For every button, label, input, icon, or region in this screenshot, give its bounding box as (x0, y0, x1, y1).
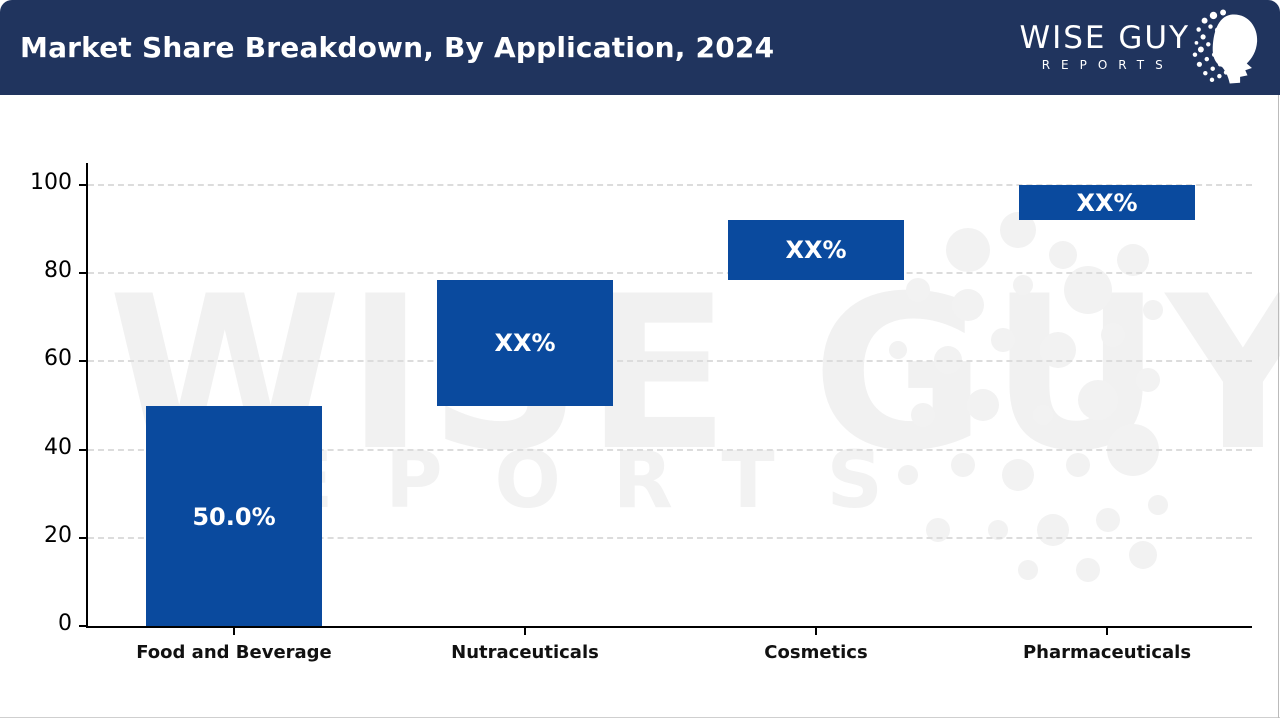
x-axis-line (86, 626, 1252, 628)
x-axis-category-label: Pharmaceuticals (1022, 642, 1192, 663)
y-axis-tick-label: 0 (58, 611, 72, 636)
logo-wordmark: WISE GUY (1019, 20, 1190, 56)
bar-value-label: XX% (1076, 188, 1138, 217)
y-axis-tick (79, 272, 88, 274)
wise-guy-reports-logo: WISE GUY REPORTS (1019, 7, 1280, 89)
x-axis-tick (524, 626, 526, 635)
y-axis-tick (79, 184, 88, 186)
y-axis-tick (79, 537, 88, 539)
bar-nutraceuticals: XX% (437, 280, 613, 406)
dotted-face-profile-icon (1192, 9, 1258, 84)
bar-value-label: 50.0% (192, 502, 276, 531)
gridline-60 (88, 360, 1252, 362)
logo-subtitle: REPORTS (1041, 58, 1174, 72)
y-axis-line (86, 163, 88, 628)
x-axis-category-label: Cosmetics (764, 642, 868, 663)
x-axis-category-label: Nutraceuticals (451, 642, 599, 663)
y-axis-tick (79, 449, 88, 451)
gridline-100 (88, 184, 1252, 186)
x-axis-category-label: Food and Beverage (136, 642, 332, 663)
gridline-80 (88, 272, 1252, 274)
logo-text: WISE GUY REPORTS (1019, 20, 1190, 73)
y-axis-tick-label: 80 (44, 258, 72, 283)
y-axis-tick-label: 20 (44, 523, 72, 548)
bar-pharmaceuticals: XX% (1019, 185, 1195, 220)
y-axis-tick (79, 625, 88, 627)
gridline-40 (88, 449, 1252, 451)
bar-food-and-beverage: 50.0% (146, 406, 322, 627)
x-axis-tick (1106, 626, 1108, 635)
plot-area: 0 20 40 60 80 100 50.0% Food and Beverage XX% Nut… (0, 95, 1280, 720)
y-axis-tick-label: 40 (44, 435, 72, 460)
bar-cosmetics: XX% (728, 220, 904, 280)
x-axis-tick (233, 626, 235, 635)
y-axis-tick-label: 100 (30, 170, 72, 195)
y-axis-tick (79, 360, 88, 362)
y-axis-tick-label: 60 (44, 346, 72, 371)
page-bottom-border (0, 717, 1280, 718)
gridline-20 (88, 537, 1252, 539)
chart-title: Market Share Breakdown, By Application, … (20, 31, 775, 64)
bar-value-label: XX% (494, 329, 556, 357)
x-axis-tick (815, 626, 817, 635)
page-right-border (1278, 95, 1279, 718)
bar-value-label: XX% (785, 236, 847, 264)
header-band: Market Share Breakdown, By Application, … (0, 0, 1280, 95)
